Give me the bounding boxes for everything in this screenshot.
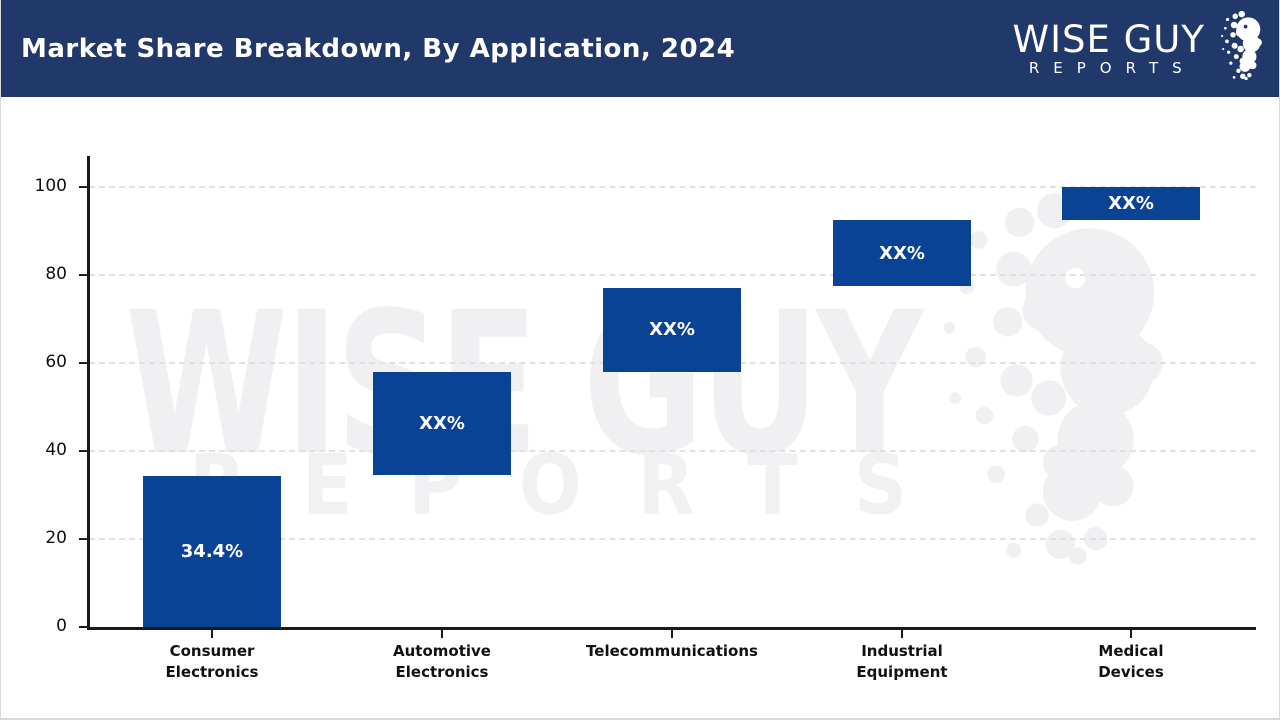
y-tick-mark xyxy=(79,274,87,276)
gridline xyxy=(89,186,1256,188)
bar-medical-devices: XX% xyxy=(1062,187,1200,220)
y-tick-mark xyxy=(79,626,87,628)
y-tick-label: 100 xyxy=(34,176,67,196)
y-tick-label: 20 xyxy=(45,528,67,548)
y-tick-label: 0 xyxy=(56,616,67,636)
category-label-consumer-electronics: Consumer Electronics xyxy=(165,642,259,681)
wiseguy-logo: WISE GUY REPORTS xyxy=(1013,4,1269,94)
bar-industrial-equipment: XX% xyxy=(833,220,971,286)
gridline xyxy=(89,274,1256,276)
bar-value-label: 34.4% xyxy=(180,540,244,562)
x-tick-mark xyxy=(211,630,213,638)
x-tick-mark xyxy=(1130,630,1132,638)
y-tick-label: 80 xyxy=(45,264,67,284)
y-tick-mark xyxy=(79,362,87,364)
y-axis-line xyxy=(87,156,90,629)
watermark-text-line2: REPORTS xyxy=(189,437,964,534)
x-tick-mark xyxy=(901,630,903,638)
bar-consumer-electronics: 34.4% xyxy=(143,475,281,627)
x-tick-mark xyxy=(441,630,443,638)
y-tick-mark xyxy=(79,538,87,540)
category-label-industrial-equipment: Industrial Equipment xyxy=(856,642,948,681)
x-axis-line xyxy=(87,627,1256,630)
y-tick-label: 40 xyxy=(45,440,67,460)
bar-value-label: XX% xyxy=(419,412,465,434)
wiseguy-head-icon xyxy=(1209,8,1269,90)
header-bar: Market Share Breakdown, By Application, … xyxy=(1,0,1279,97)
bar-automotive-electronics: XX% xyxy=(373,371,511,476)
y-tick-mark xyxy=(79,186,87,188)
wiseguy-logo-sub: REPORTS xyxy=(1028,59,1196,78)
bar-value-label: XX% xyxy=(1108,193,1154,214)
bar-value-label: XX% xyxy=(649,319,695,341)
y-tick-label: 60 xyxy=(45,352,67,372)
x-tick-mark xyxy=(671,630,673,638)
page-title: Market Share Breakdown, By Application, … xyxy=(21,34,736,64)
gridline xyxy=(89,450,1256,452)
wiseguy-logo-name: WISE GUY xyxy=(1012,17,1205,61)
wiseguy-logo-text: WISE GUY REPORTS xyxy=(1012,17,1205,78)
bar-value-label: XX% xyxy=(879,242,925,264)
category-label-medical-devices: Medical Devices xyxy=(1098,642,1164,681)
gridline xyxy=(89,538,1256,540)
bar-telecommunications: XX% xyxy=(603,288,741,372)
y-tick-mark xyxy=(79,450,87,452)
category-label-telecommunications: Telecommunications xyxy=(586,642,758,660)
category-label-automotive-electronics: Automotive Electronics xyxy=(393,642,491,681)
